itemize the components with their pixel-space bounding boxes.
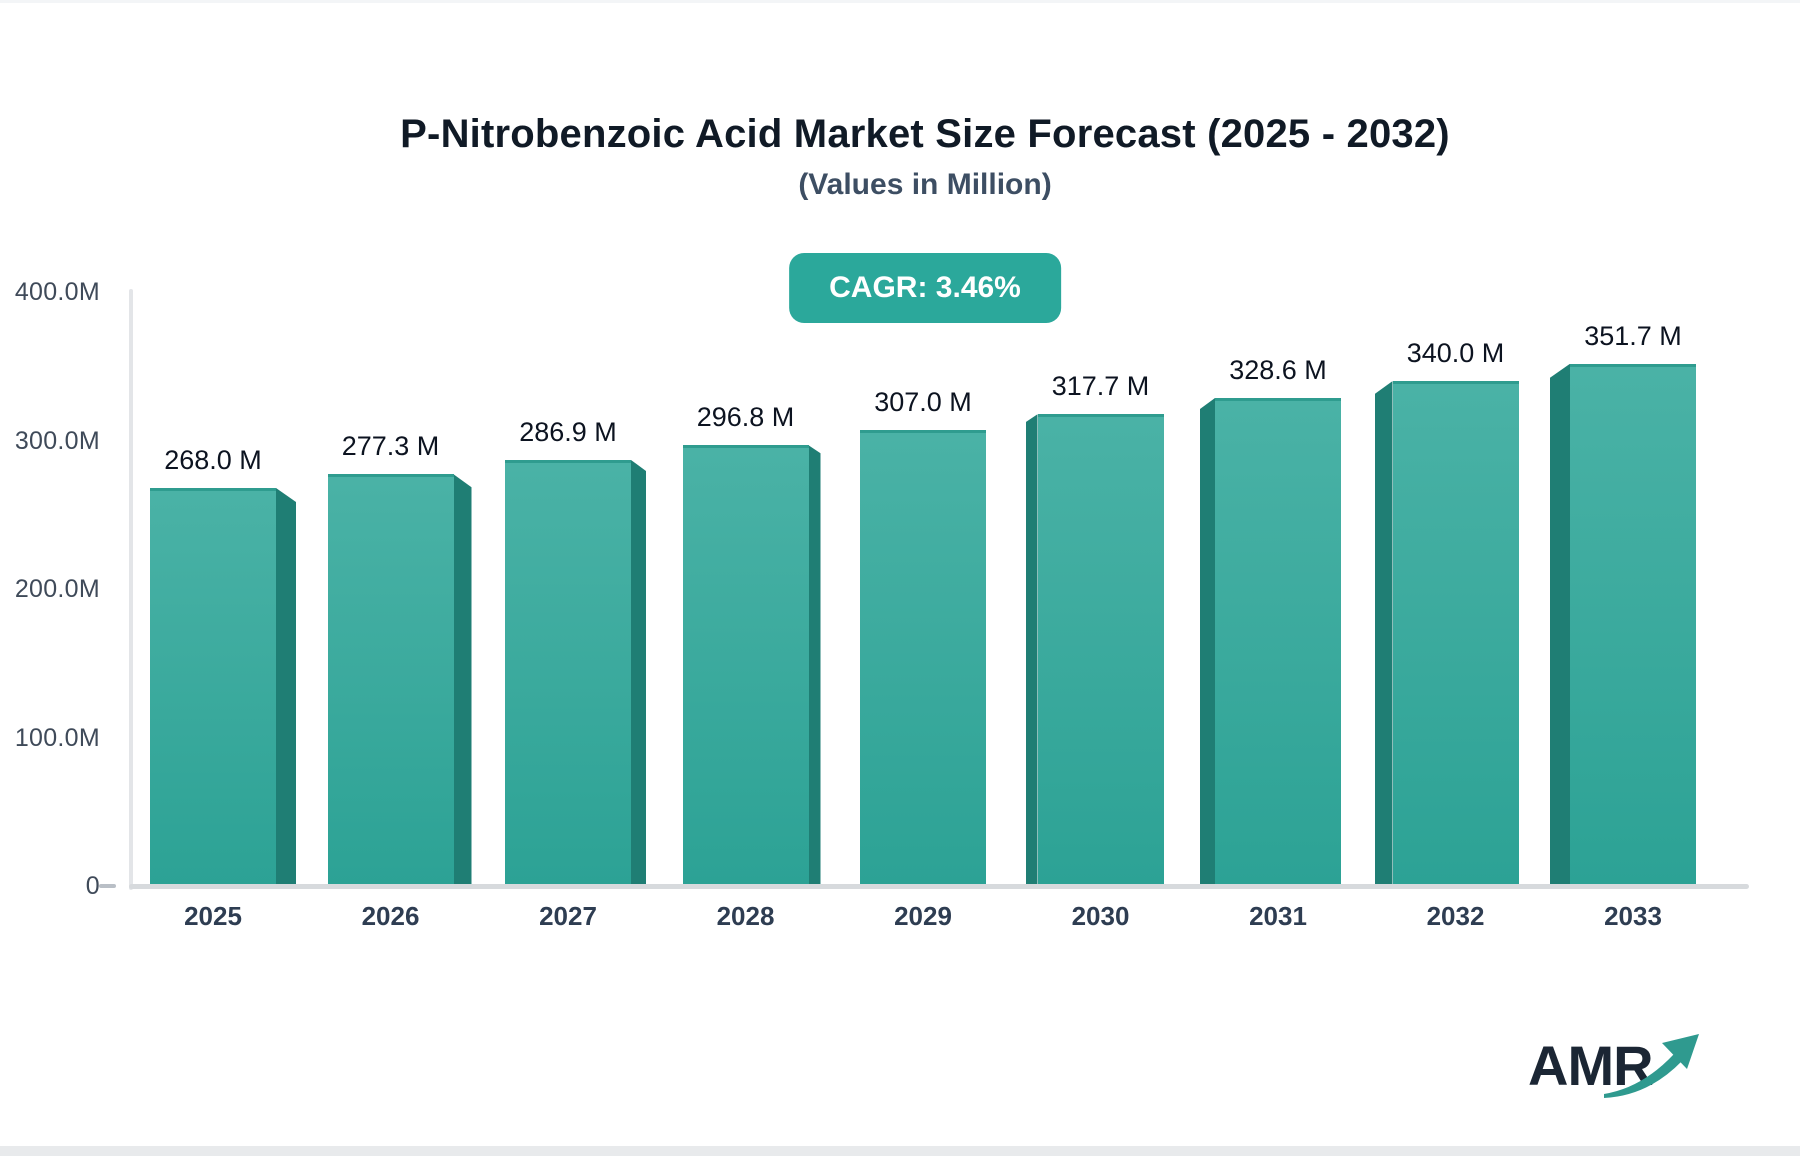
x-axis-label: 2027 [539,901,597,931]
x-axis-label: 2032 [1426,901,1485,931]
bar-side-face [276,488,296,886]
bar-side-face [631,459,646,886]
amr-logo: AMR [1528,1034,1728,1118]
x-axis-label: 2025 [184,901,242,931]
bar [505,459,631,886]
trend-up-arrow-icon [1604,1034,1699,1098]
chart-subtitle: (Values in Million) [798,168,1052,201]
bar-side-face [1550,363,1570,886]
top-divider [0,0,1800,3]
y-axis-label: 0 [85,872,100,900]
footer-strip [0,1146,1800,1156]
bar [1037,414,1164,886]
x-axis-label: 2028 [716,901,775,931]
bar [860,430,986,886]
x-axis-label: 2033 [1604,901,1662,931]
bar-value-label: 268.0 M [164,445,262,476]
bar [1215,398,1341,886]
y-axis-line [129,289,133,890]
bar-value-label: 317.7 M [1051,371,1150,402]
bar-value-label: 340.0 M [1406,338,1505,369]
bar [1570,363,1696,886]
bar-value-label: 286.9 M [519,416,617,447]
y-axis-label: 100.0M [14,723,100,752]
cagr-badge: CAGR: 3.46% [789,253,1061,323]
x-axis-baseline [129,884,1749,889]
x-axis-label: 2031 [1249,901,1307,931]
bar-value-label: 307.0 M [874,387,972,418]
amr-logo-text: AMR [1528,1034,1654,1097]
y-axis-label: 300.0M [14,426,100,455]
bar-value-label: 351.7 M [1584,320,1682,351]
page-title: P-Nitrobenzoic Acid Market Size Forecast… [400,112,1450,156]
bar-side-face [1025,414,1038,886]
bar-value-label: 328.6 M [1229,355,1327,386]
bar-side-face [453,474,472,886]
bar-side-face [1200,398,1215,886]
x-axis-label: 2030 [1071,901,1130,931]
bar [327,474,454,886]
x-axis-label: 2029 [894,901,952,931]
bar [1392,381,1519,886]
zero-tick-mark [99,884,116,888]
bar [682,445,809,886]
y-axis-label: 400.0M [14,278,100,306]
bar [150,488,276,886]
bar-value-label: 296.8 M [696,402,795,433]
bar-side-face [1374,381,1393,886]
bar-value-label: 277.3 M [341,431,440,462]
x-axis-label: 2026 [361,901,420,931]
bar-side-face [808,445,821,886]
y-axis-label: 200.0M [14,575,100,603]
